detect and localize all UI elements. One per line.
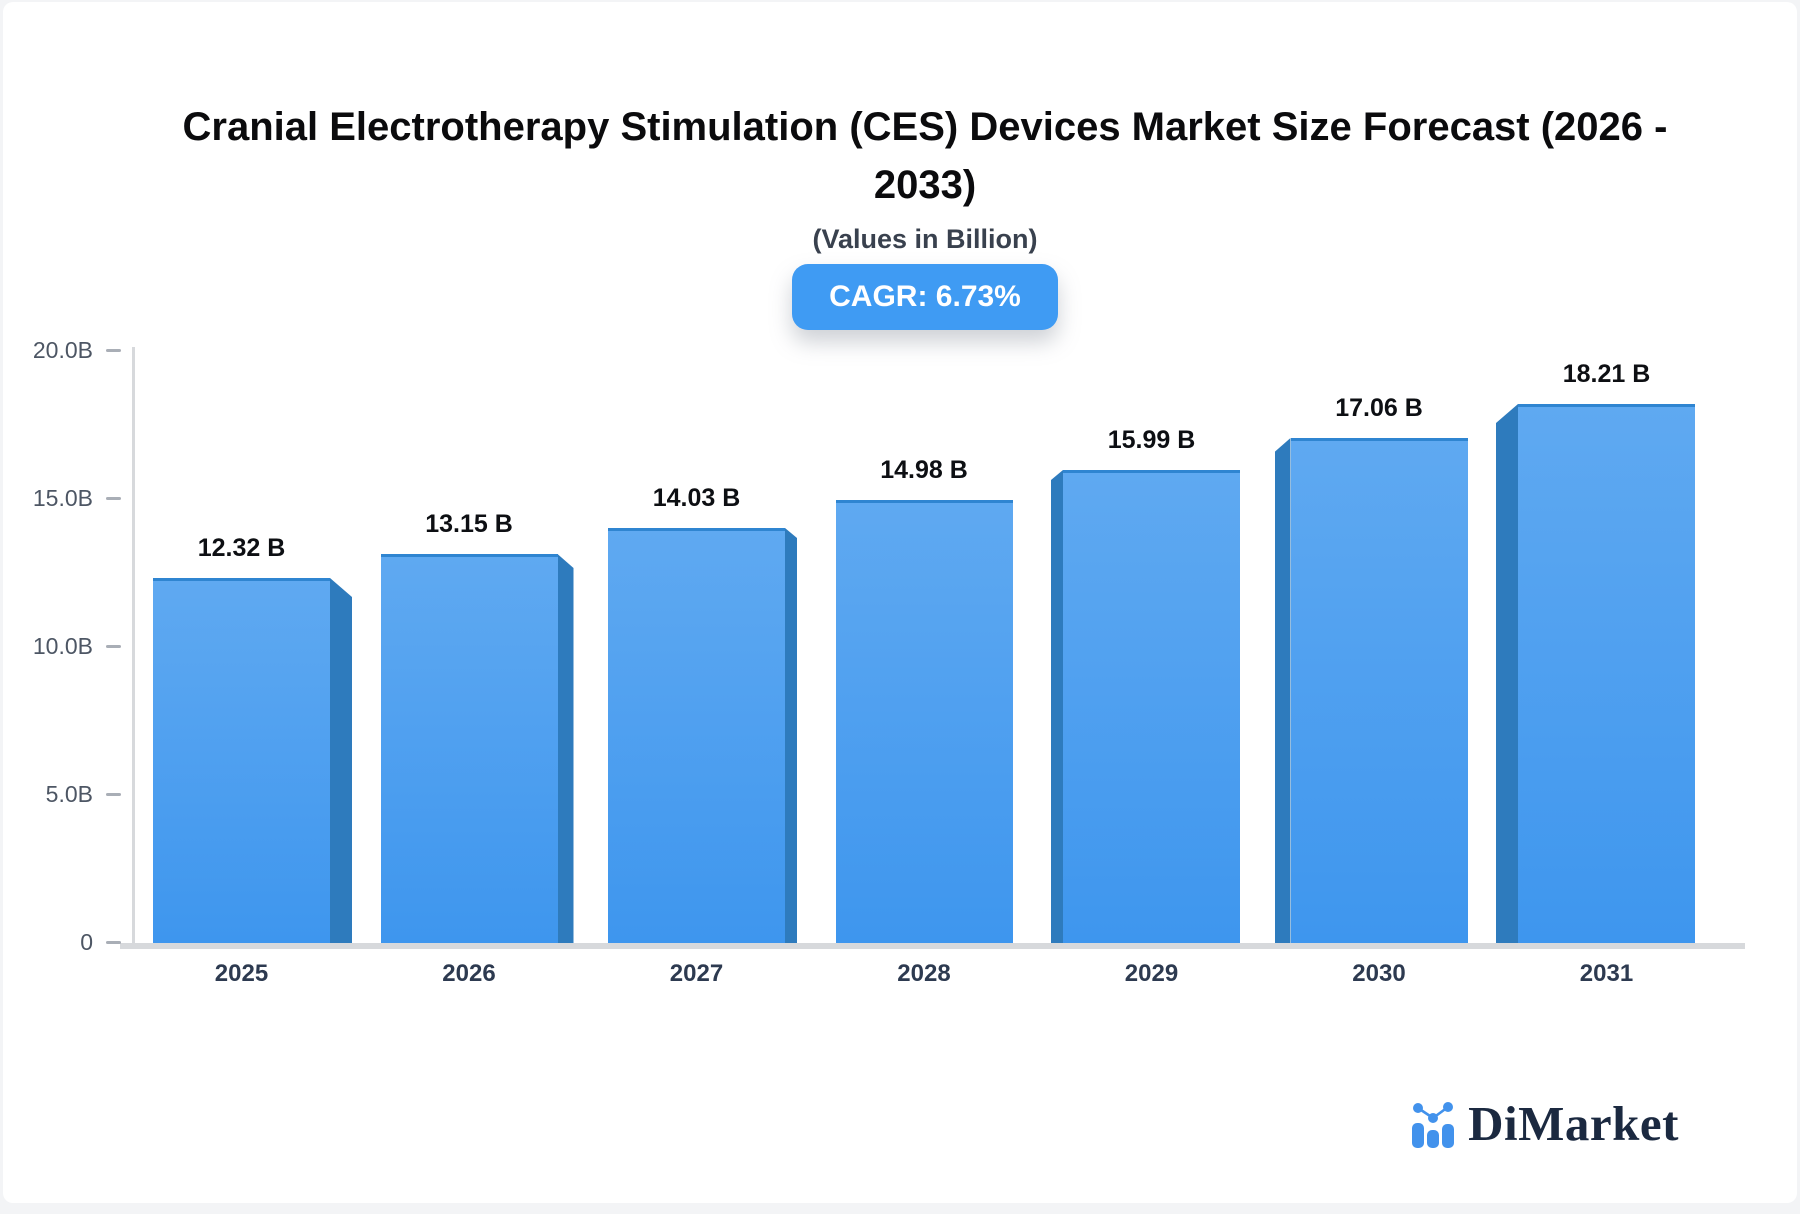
bar-2027[interactable] [608, 528, 785, 943]
bar-side-face [785, 528, 797, 943]
bar-value-label: 17.06 B [1335, 394, 1423, 422]
brand-name: DiMarket [1468, 1096, 1679, 1151]
chart-title: Cranial Electrotherapy Stimulation (CES)… [182, 105, 1668, 207]
chart-header: Cranial Electrotherapy Stimulation (CES)… [133, 98, 1717, 330]
bar-side-face [330, 578, 352, 943]
y-axis-tick-label: 5.0B [45, 781, 93, 807]
y-axis-tick-label: 20.0B [32, 337, 93, 363]
cagr-badge: CAGR: 6.73% [792, 264, 1058, 330]
x-axis-label: 2027 [669, 960, 724, 987]
y-axis-tick-label: 10.0B [32, 633, 93, 659]
dimarket-logo-icon [1412, 1102, 1455, 1148]
bar-2029[interactable] [1063, 470, 1240, 943]
bar-2026[interactable] [380, 554, 558, 943]
bar-2030[interactable] [1290, 438, 1468, 943]
bar-side-face [1496, 404, 1518, 943]
x-axis-label: 2026 [442, 960, 496, 987]
y-axis-tick-mark [106, 941, 121, 944]
x-axis-label: 2030 [1352, 960, 1406, 987]
bar-value-label: 15.99 B [1107, 426, 1196, 454]
bar-value-label: 14.98 B [880, 456, 968, 484]
y-axis-tick-mark [106, 645, 121, 648]
plot-area: 0 5.0B 10.0B 15.0B 20.0B 12.32 B 2025 13.15 B 20… [3, 2, 1800, 1214]
bar-side-face [1274, 438, 1291, 943]
chart-card: Cranial Electrotherapy Stimulation (CES)… [3, 2, 1797, 1203]
bar-value-label: 12.32 B [197, 534, 286, 562]
x-axis-label: 2028 [897, 960, 951, 987]
y-axis-tick-label: 15.0B [32, 485, 93, 511]
x-axis-label: 2029 [1124, 960, 1179, 987]
x-axis-line [120, 943, 1745, 949]
bar-side-face [557, 554, 574, 943]
y-axis-tick-mark [106, 497, 121, 500]
bar-2028[interactable] [835, 500, 1013, 943]
bar-2031[interactable] [1518, 404, 1695, 943]
brand-logo: DiMarket [1411, 1098, 1679, 1150]
bar-value-label: 14.03 B [652, 484, 741, 512]
bar-value-label: 13.15 B [425, 510, 513, 538]
bar-side-face [1051, 470, 1063, 943]
bar-2025[interactable] [153, 578, 330, 943]
y-axis-tick-mark [106, 349, 121, 352]
x-axis-label: 2031 [1579, 960, 1634, 987]
bar-value-label: 18.21 B [1562, 360, 1651, 388]
y-axis-tick-label: 0 [80, 929, 93, 955]
y-axis-line [132, 347, 135, 944]
chart-subtitle: (Values in Billion) [812, 224, 1038, 254]
y-axis-tick-mark [106, 793, 121, 796]
x-axis-label: 2025 [214, 960, 269, 987]
